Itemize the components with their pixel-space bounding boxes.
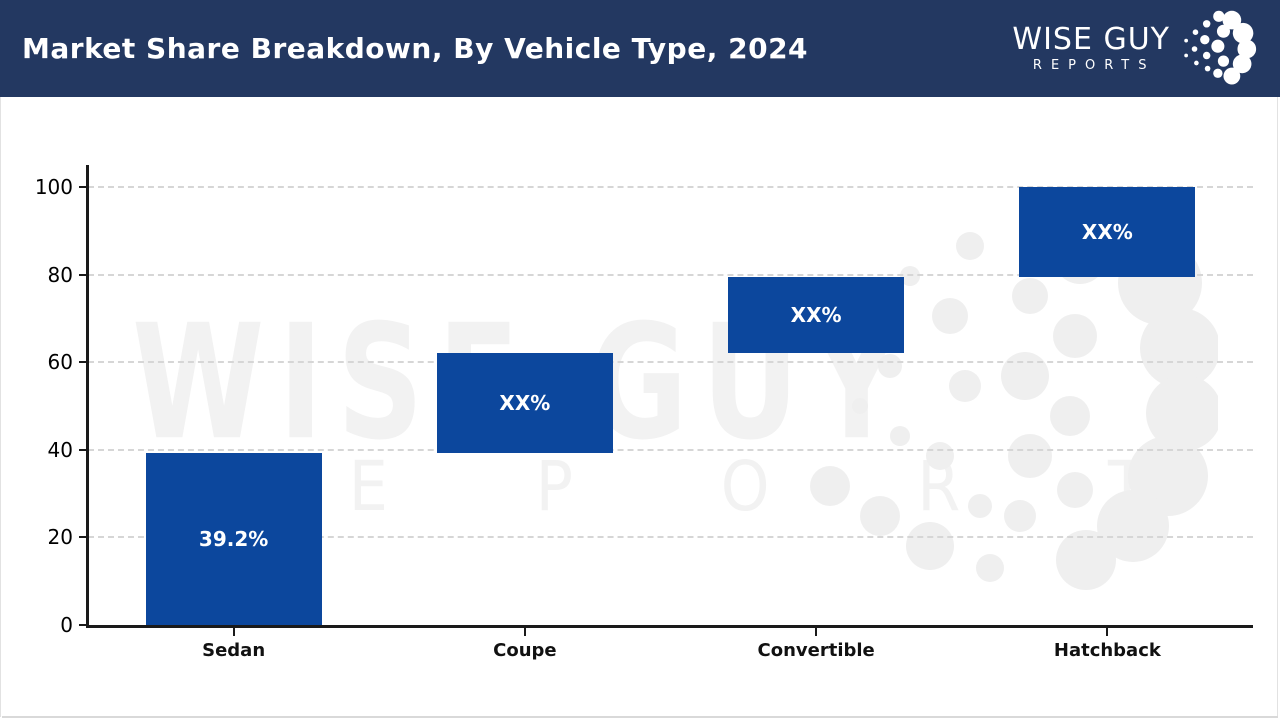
y-tick-mark-60 [79,361,87,364]
bar-label-convertible: XX% [790,303,842,328]
gridline-40 [88,448,1253,451]
x-tick-mark-hatchback [1106,628,1109,636]
bar-coupe [436,353,613,454]
y-tick-label-0: 0 [60,613,73,637]
y-tick-mark-80 [79,273,87,276]
bar-label-coupe: XX% [499,391,551,416]
x-axis-line [86,625,1253,628]
y-tick-mark-40 [79,448,87,451]
gridline-80 [88,273,1253,276]
x-tick-label-sedan: Sedan [202,640,266,661]
watermark-line2: R E P O R T S [158,446,1280,527]
bar-hatchback [1019,187,1196,277]
x-tick-label-coupe: Coupe [493,640,557,661]
brand-logo: WISE GUY REPORTS [1012,7,1258,91]
x-tick-mark-coupe [523,628,526,636]
y-tick-label-20: 20 [47,525,73,550]
x-tick-mark-sedan [232,628,235,636]
y-tick-label-100: 100 [34,175,73,199]
bar-label-sedan: 39.2% [198,527,269,552]
bar-sedan [145,453,322,625]
x-tick-label-convertible: Convertible [757,640,875,661]
x-tick-mark-convertible [815,628,818,636]
head-dots-icon [1184,10,1257,84]
page-border [0,97,1278,717]
x-tick-label-hatchback: Hatchback [1053,640,1161,661]
y-axis-line [86,165,89,628]
y-tick-mark-100 [79,186,87,188]
page-title: Market Share Breakdown, By Vehicle Type,… [22,32,809,65]
y-tick-mark-0 [79,624,87,626]
bar-convertible [728,276,905,354]
brand-name: WISE GUY [1012,22,1170,57]
y-tick-mark-20 [79,536,87,539]
gridline-20 [88,536,1253,539]
gridline-60 [88,361,1253,364]
y-tick-label-40: 40 [47,437,73,462]
gridline-100 [88,186,1253,188]
bar-label-hatchback: XX% [1081,219,1133,244]
brand-subname: REPORTS [1032,58,1156,73]
header-bar: Market Share Breakdown, By Vehicle Type,… [0,0,1280,97]
bottom-divider [2,716,1278,718]
brand-logo-text: WISE GUY REPORTS [1012,22,1170,73]
y-tick-label-80: 80 [47,262,73,287]
y-tick-label-60: 60 [47,350,73,375]
